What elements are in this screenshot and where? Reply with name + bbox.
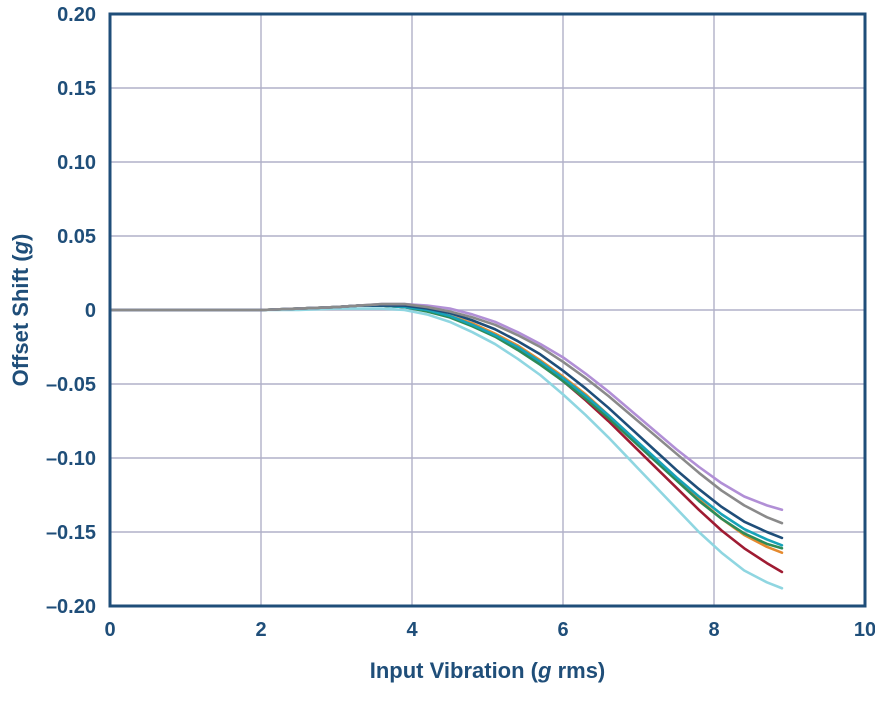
y-tick-label: –0.20 — [46, 596, 96, 618]
x-tick-label: 10 — [854, 619, 875, 641]
y-tick-label: 0.05 — [57, 226, 96, 248]
y-tick-label: 0 — [85, 300, 96, 322]
y-tick-label: –0.10 — [46, 448, 96, 470]
x-tick-label: 0 — [104, 619, 115, 641]
x-axis-label: Input Vibration (g rms) — [370, 658, 606, 683]
chart-svg: 0 2 4 6 8 10 –0.20 –0.15 –0.10 –0.05 0 0.05 0.10 0.15… — [0, 0, 875, 702]
x-tick-label: 4 — [406, 619, 418, 641]
y-tick-label: –0.15 — [46, 522, 96, 544]
x-tick-label: 6 — [557, 619, 568, 641]
x-tick-label: 2 — [255, 619, 266, 641]
y-tick-label: 0.15 — [57, 78, 96, 100]
y-tick-label: 0.20 — [57, 4, 96, 26]
x-tick-label: 8 — [708, 619, 719, 641]
offset-shift-chart: 0 2 4 6 8 10 –0.20 –0.15 –0.10 –0.05 0 0.05 0.10 0.15… — [0, 0, 875, 702]
y-tick-label: –0.05 — [46, 374, 96, 396]
y-axis-label: Offset Shift (g) — [8, 234, 33, 387]
y-tick-label: 0.10 — [57, 152, 96, 174]
